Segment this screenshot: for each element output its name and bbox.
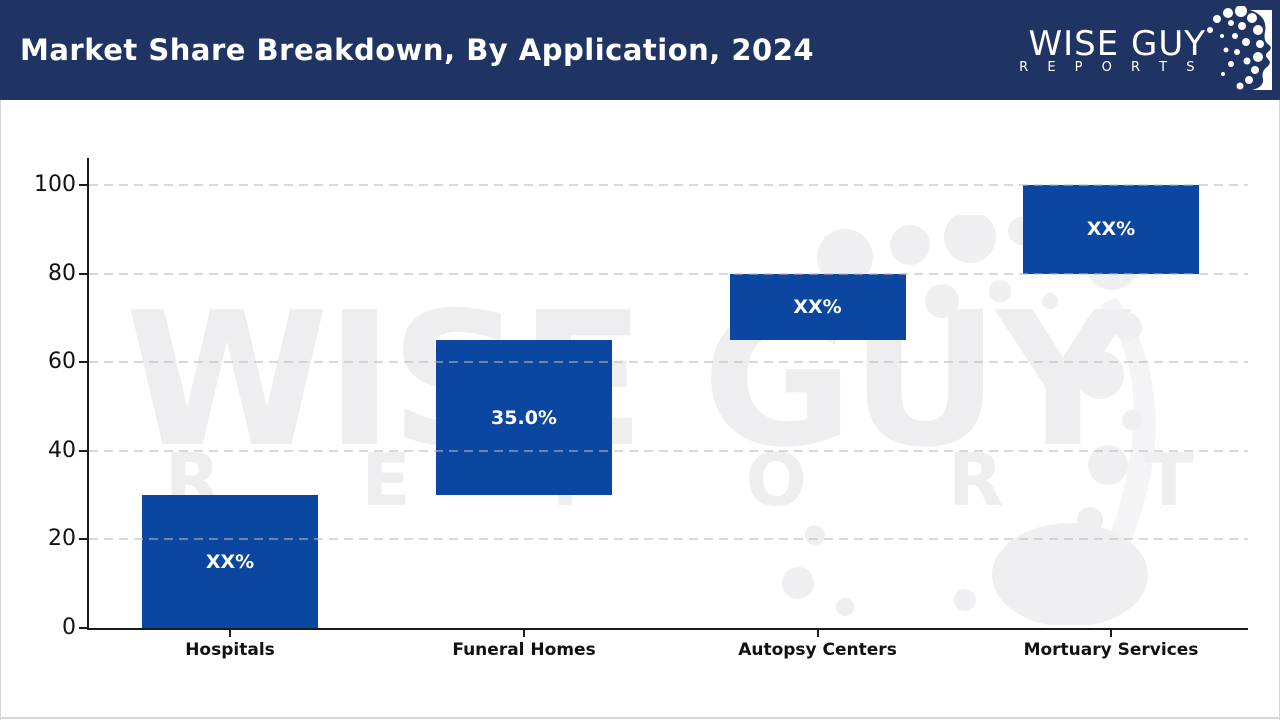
bar-hospitals: XX%: [142, 495, 318, 628]
frame-border-left: [0, 100, 1, 720]
gridline-20: [89, 538, 1248, 541]
gridline-60: [89, 361, 1248, 364]
bar-mortuary-services: XX%: [1023, 185, 1199, 274]
gridline-40: [89, 449, 1248, 452]
x-tick-2: [816, 630, 819, 637]
watermark-text: WISE GUY: [125, 272, 1130, 488]
y-axis-line: [87, 158, 89, 630]
y-tick-20: [79, 538, 88, 541]
y-tick-label: 20: [48, 526, 76, 552]
x-tick-1: [523, 630, 525, 637]
frame-border-bottom: [0, 717, 1280, 719]
x-tick-0: [229, 630, 231, 637]
logo-face-icon: [1207, 6, 1272, 90]
y-tick-60: [79, 361, 88, 364]
bar-value-label: XX%: [205, 550, 255, 573]
logo-subtext: R E P O R T S: [1019, 60, 1202, 75]
x-category-label: Hospitals: [185, 640, 275, 660]
header-bar: Market Share Breakdown, By Application, …: [0, 0, 1280, 100]
chart-title: Market Share Breakdown, By Application, …: [20, 33, 815, 67]
x-category-label: Funeral Homes: [452, 640, 596, 660]
y-tick-label: 100: [34, 172, 76, 197]
brand-logo: WISE GUY R E P O R T S: [1019, 0, 1272, 100]
x-category-label: Autopsy Centers: [738, 640, 897, 660]
x-category-label: Mortuary Services: [1023, 640, 1199, 660]
gridline-100: [89, 184, 1248, 186]
x-axis-line: [87, 628, 1248, 630]
bar-value-label: XX%: [1086, 218, 1136, 241]
logo-text: WISE GUY: [1028, 24, 1206, 64]
bar-autopsy-centers: XX%: [729, 273, 906, 341]
bar-funeral-homes: 35.0%: [436, 340, 612, 496]
y-tick-label: 0: [62, 615, 76, 640]
y-tick-40: [79, 449, 88, 452]
bar-value-label: 35.0%: [491, 406, 557, 429]
x-tick-3: [1110, 630, 1112, 637]
y-tick-label: 40: [48, 437, 76, 463]
y-tick-100: [79, 184, 88, 186]
y-tick-label: 80: [48, 260, 76, 286]
y-tick-0: [79, 627, 88, 629]
bar-value-label: XX%: [793, 295, 842, 318]
y-tick-label: 60: [48, 349, 76, 375]
y-tick-80: [79, 272, 88, 275]
gridline-80: [89, 272, 1248, 275]
